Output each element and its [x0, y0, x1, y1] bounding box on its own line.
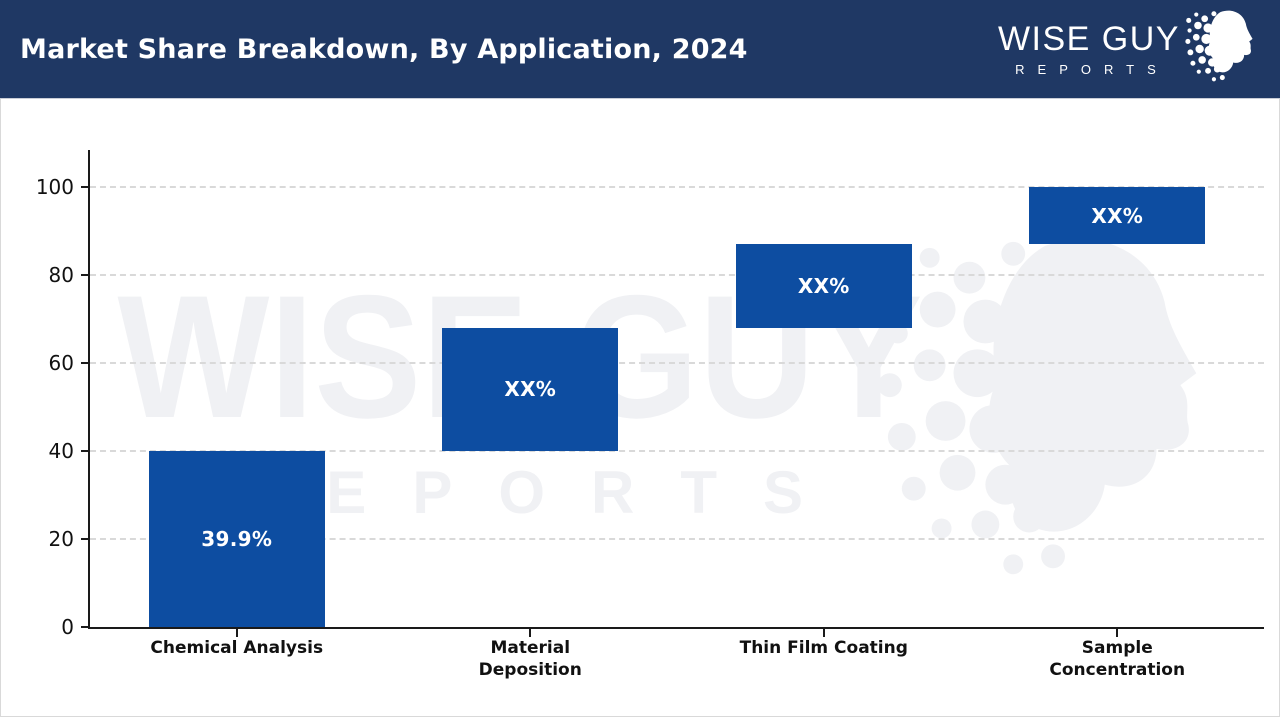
logo-wordmark: WISE GUY	[997, 20, 1180, 58]
x-axis-label-sample-concentration: Sample Concentration	[987, 637, 1247, 681]
y-axis-label-20: 20	[48, 527, 74, 551]
x-axis-label-line: Sample	[1081, 638, 1153, 658]
plot-area: 0 20 40 60 80 100 39.9% Chemical Analysis XX% Mat…	[36, 150, 1264, 680]
x-axis-label-material-deposition: Material Deposition	[400, 637, 660, 681]
gridline-40	[90, 450, 1264, 452]
y-axis-label-100: 100	[35, 175, 74, 199]
x-axis-label-line: Concentration	[1049, 660, 1186, 680]
x-axis-label-chemical-analysis: Chemical Analysis	[107, 637, 367, 659]
x-axis-tick-chemical-analysis	[235, 629, 238, 637]
y-axis-tick-80	[81, 274, 89, 276]
y-axis-tick-0	[81, 626, 89, 628]
x-axis-tick-material-deposition	[529, 629, 532, 637]
bar-value-label-material-deposition: XX%	[504, 377, 557, 402]
x-axis-tick-thin-film-coating	[822, 629, 825, 637]
x-axis-label-line: Chemical Analysis	[150, 638, 324, 658]
wiseguy-logo-text: WISE GUY REPORTS	[998, 22, 1180, 76]
bar-thin-film-coating: XX%	[735, 244, 912, 328]
logo-subtitle: REPORTS	[1015, 62, 1169, 77]
y-axis-tick-100	[81, 186, 89, 188]
y-axis-tick-40	[81, 450, 89, 452]
y-axis-label-40: 40	[48, 439, 74, 463]
bar-chemical-analysis: 39.9%	[148, 451, 325, 627]
x-axis-tick-sample-concentration	[1116, 629, 1119, 637]
bar-sample-concentration: XX%	[1029, 187, 1206, 245]
gridline-20	[90, 538, 1264, 540]
y-axis-label-80: 80	[48, 263, 74, 287]
bar-value-label-chemical-analysis: 39.9%	[201, 527, 273, 552]
bar-value-label-sample-concentration: XX%	[1091, 203, 1144, 228]
gridline-100	[90, 186, 1264, 188]
page-title: Market Share Breakdown, By Application, …	[20, 33, 748, 65]
x-axis-label-line: Material	[490, 638, 571, 658]
y-axis-tick-60	[81, 362, 89, 364]
header-bar: Market Share Breakdown, By Application, …	[0, 0, 1280, 99]
gridline-80	[90, 274, 1264, 276]
x-axis-label-line: Thin Film Coating	[739, 638, 908, 658]
bar-value-label-thin-film-coating: XX%	[797, 274, 850, 299]
bar-material-deposition: XX%	[442, 327, 619, 451]
x-axis-label-thin-film-coating: Thin Film Coating	[694, 637, 954, 659]
y-axis-label-60: 60	[48, 351, 74, 375]
logo-face-icon	[1185, 10, 1253, 82]
y-axis-label-0: 0	[61, 615, 74, 639]
gridline-60	[90, 362, 1264, 364]
x-axis-label-line: Deposition	[478, 660, 582, 680]
wiseguy-logo: WISE GUY REPORTS	[998, 5, 1266, 93]
y-axis-tick-20	[81, 538, 89, 540]
